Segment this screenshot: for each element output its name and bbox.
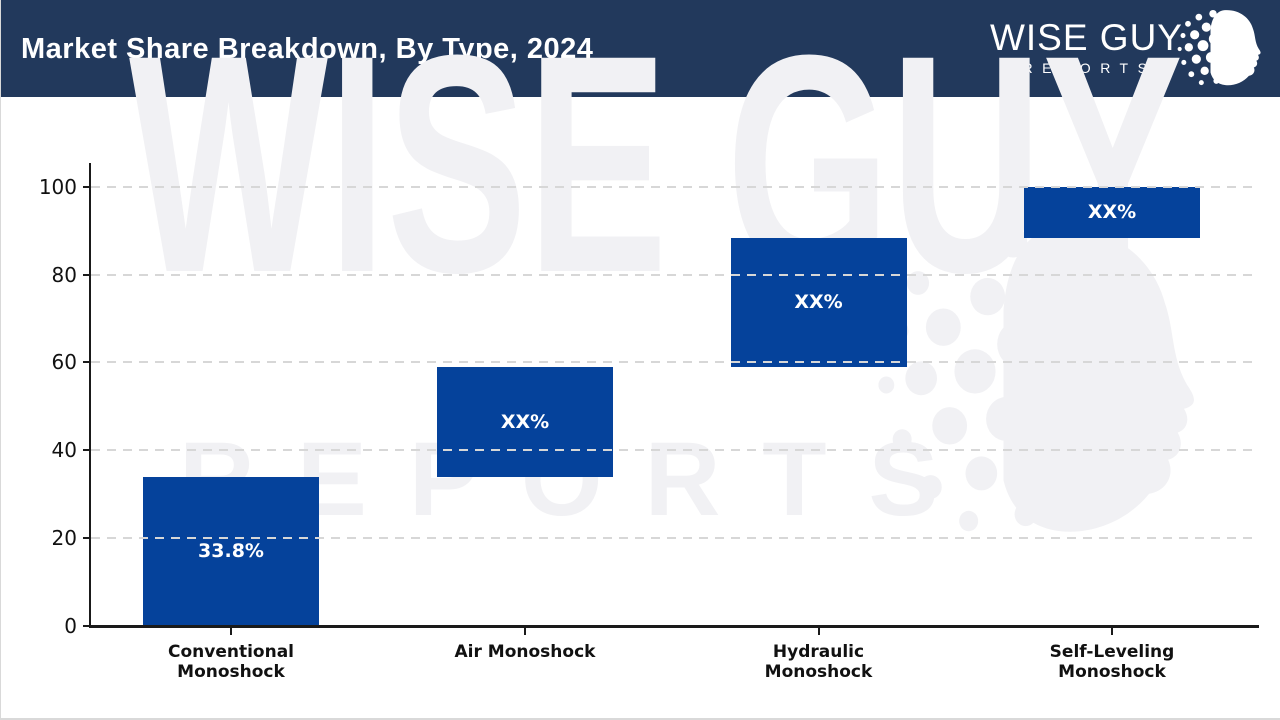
y-axis-tick-label: 0 [64,613,77,638]
y-axis-tick-label: 40 [51,438,77,463]
gridline [91,186,1259,188]
gridline [91,273,1259,276]
bar [143,477,319,626]
bar [730,237,907,367]
x-axis-tick [524,627,526,635]
y-axis-tick-label: 100 [38,175,77,199]
bar-value-label: XX% [500,411,550,434]
wiseguy-face-watermark-icon [878,226,1194,532]
x-axis-category-label: Conventional Monoshock [167,641,294,682]
bar [437,366,613,478]
gridline [91,449,1259,452]
logo-wiseguy-text: WISE GUY [989,17,1183,58]
x-axis-category-label: Self-Leveling Monoshock [1049,641,1175,682]
y-axis-tick [83,361,91,364]
y-axis-tick [83,536,91,539]
chart-title: Market Share Breakdown, By Type, 2024 [21,33,594,65]
gridline [91,536,1259,539]
x-axis-tick [1111,627,1113,635]
gridline [91,361,1259,364]
wiseguy-logo: WISE GUY REPORTS [990,0,1273,97]
x-axis-line [89,624,1259,628]
y-axis-line [89,163,91,628]
bar [1024,187,1200,238]
y-axis-tick [83,186,91,188]
header-bar: Market Share Breakdown, By Type, 2024 WI… [1,0,1280,97]
watermark-wiseguy-text: WISE GUY [129,0,1184,337]
logo-text: WISE GUY REPORTS [989,17,1183,77]
x-axis-category-label: Air Monoshock [454,641,596,662]
y-axis-tick [83,449,91,452]
y-axis-tick [83,624,91,627]
logo-reports-text: REPORTS [1022,60,1157,76]
y-axis-tick [83,273,91,276]
chart-area: WISE GUY REPORTS 0 20 40 60 80 100 33.8% XX% XX%… [1,9,1280,718]
wiseguy-face-icon [1177,9,1261,86]
y-axis-tick-label: 80 [51,262,77,287]
bar-value-label: XX% [794,291,843,314]
bar-value-label: 33.8% [198,540,264,563]
x-axis-category-label: Hydraulic Monoshock [764,641,873,682]
y-axis-tick-label: 60 [51,350,77,375]
x-axis-tick [230,627,232,635]
x-axis-tick [817,627,820,635]
bar-value-label: XX% [1087,201,1137,224]
y-axis-tick-label: 20 [51,525,77,550]
